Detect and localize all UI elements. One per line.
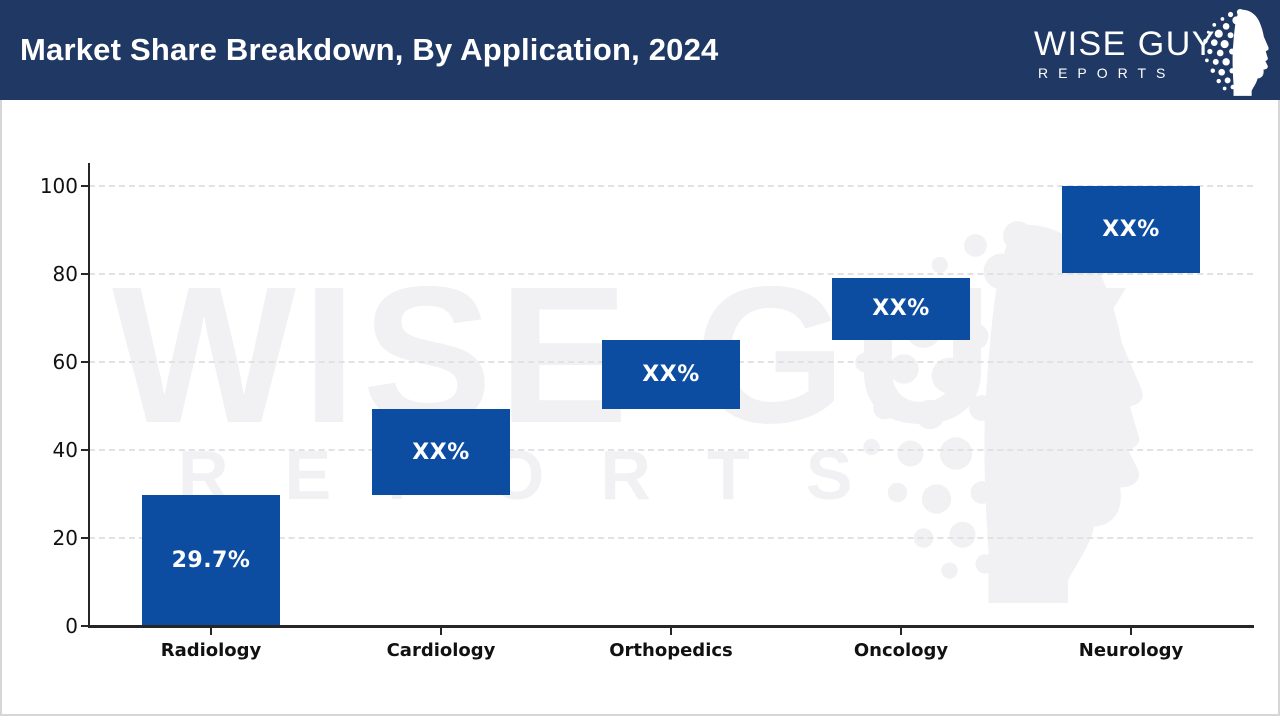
x-axis-spine [88, 625, 1254, 628]
gridline [89, 273, 1253, 275]
x-tick-mark [670, 628, 672, 635]
bar: XX% [372, 409, 510, 496]
bar-value-label: XX% [872, 296, 930, 322]
x-tick-mark [210, 628, 212, 635]
y-tick-label: 80 [52, 262, 78, 286]
x-tick-mark [900, 628, 902, 635]
bar-value-label: XX% [642, 361, 700, 387]
logo-primary-text: WISE GUY [1033, 25, 1216, 63]
y-tick-label: 20 [52, 526, 78, 550]
y-tick-label: 60 [52, 350, 78, 374]
logo-wordmark: WISE GUY REPORTS [1034, 27, 1216, 81]
bar-value-label: XX% [1102, 217, 1160, 243]
category-label: Neurology [1078, 640, 1184, 661]
bar: XX% [1062, 186, 1200, 274]
y-tick-mark [81, 361, 89, 363]
category-label: Orthopedics [609, 640, 733, 661]
y-tick-mark [81, 185, 89, 187]
brand-logo: WISE GUY REPORTS [1034, 5, 1272, 96]
category-label: Radiology [160, 640, 262, 661]
gridline [89, 185, 1253, 187]
x-tick-mark [1130, 628, 1132, 635]
header-bar: Market Share Breakdown, By Application, … [0, 0, 1280, 100]
bar: 29.7% [142, 495, 280, 626]
y-tick-mark [81, 625, 89, 627]
y-tick-label: 100 [39, 174, 78, 198]
page-title: Market Share Breakdown, By Application, … [20, 32, 719, 67]
y-tick-label: 0 [65, 614, 78, 638]
logo-head-icon [1203, 8, 1269, 96]
bar: XX% [602, 340, 740, 409]
category-label: Oncology [853, 640, 949, 661]
logo-secondary-text: REPORTS [1037, 65, 1176, 81]
y-tick-mark [81, 449, 89, 451]
x-tick-mark [440, 628, 442, 635]
y-tick-mark [81, 273, 89, 275]
y-axis-spine [88, 163, 90, 628]
bar: XX% [832, 277, 970, 340]
category-label: Cardiology [386, 640, 496, 661]
y-tick-label: 40 [52, 438, 78, 462]
gridline [89, 449, 1253, 451]
gridline [89, 537, 1253, 539]
bar-value-label: XX% [412, 439, 470, 465]
y-tick-mark [81, 537, 89, 539]
bar-value-label: 29.7% [171, 548, 251, 574]
